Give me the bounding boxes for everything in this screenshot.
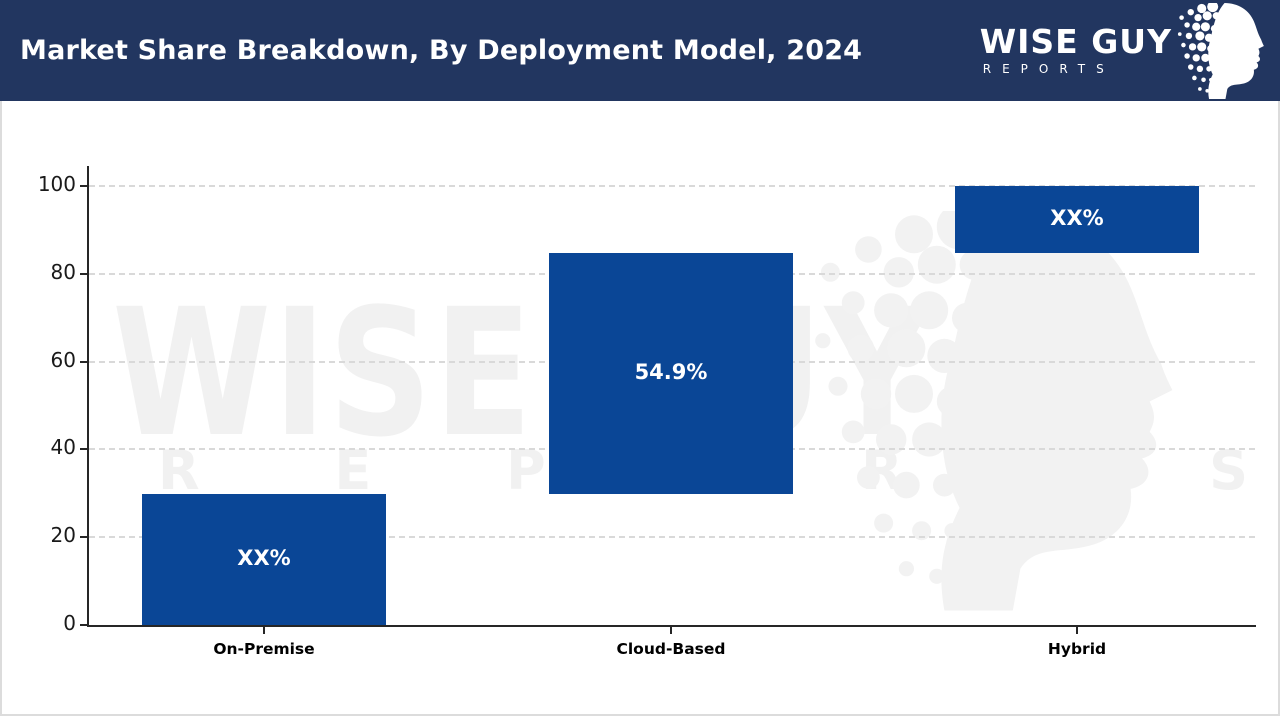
x-axis-spine xyxy=(87,625,1256,627)
x-category-label: Cloud-Based xyxy=(616,640,726,658)
gridline xyxy=(89,185,1255,187)
x-tick-mark xyxy=(670,627,672,634)
y-tick-label: 40 xyxy=(50,435,76,460)
y-tick-label: 20 xyxy=(50,523,76,548)
brand-text: WISE GUY REPORTS xyxy=(980,25,1172,76)
x-category-label: On-Premise xyxy=(213,640,315,658)
brand-name: WISE GUY xyxy=(979,22,1172,61)
bar-segment xyxy=(549,253,793,495)
y-tick-label: 80 xyxy=(50,259,76,284)
y-tick-label: 0 xyxy=(63,611,76,635)
y-tick-mark xyxy=(80,185,87,187)
y-tick-mark xyxy=(80,448,87,451)
x-tick-mark xyxy=(263,627,265,634)
x-category-label: Hybrid xyxy=(1047,640,1107,658)
header-bar: Market Share Breakdown, By Deployment Mo… xyxy=(0,0,1280,101)
y-tick-mark xyxy=(80,272,87,275)
dotted-face-icon xyxy=(1177,2,1264,99)
y-tick-mark xyxy=(80,536,87,539)
brand-logo: WISE GUY REPORTS xyxy=(980,0,1266,101)
y-tick-mark xyxy=(80,360,87,363)
bar-segment xyxy=(142,494,386,625)
bar-value-label: XX% xyxy=(237,545,291,570)
y-axis-spine xyxy=(87,166,89,627)
y-tick-label: 100 xyxy=(37,172,76,196)
gridline xyxy=(89,536,1255,539)
chart-title: Market Share Breakdown, By Deployment Mo… xyxy=(20,35,863,66)
x-tick-mark xyxy=(1076,627,1078,634)
bar-value-label: XX% xyxy=(1050,205,1104,230)
bar-value-label: 54.9% xyxy=(634,359,708,384)
brand-subname: REPORTS xyxy=(982,62,1115,76)
y-tick-mark xyxy=(80,624,87,626)
y-tick-label: 60 xyxy=(50,347,76,372)
